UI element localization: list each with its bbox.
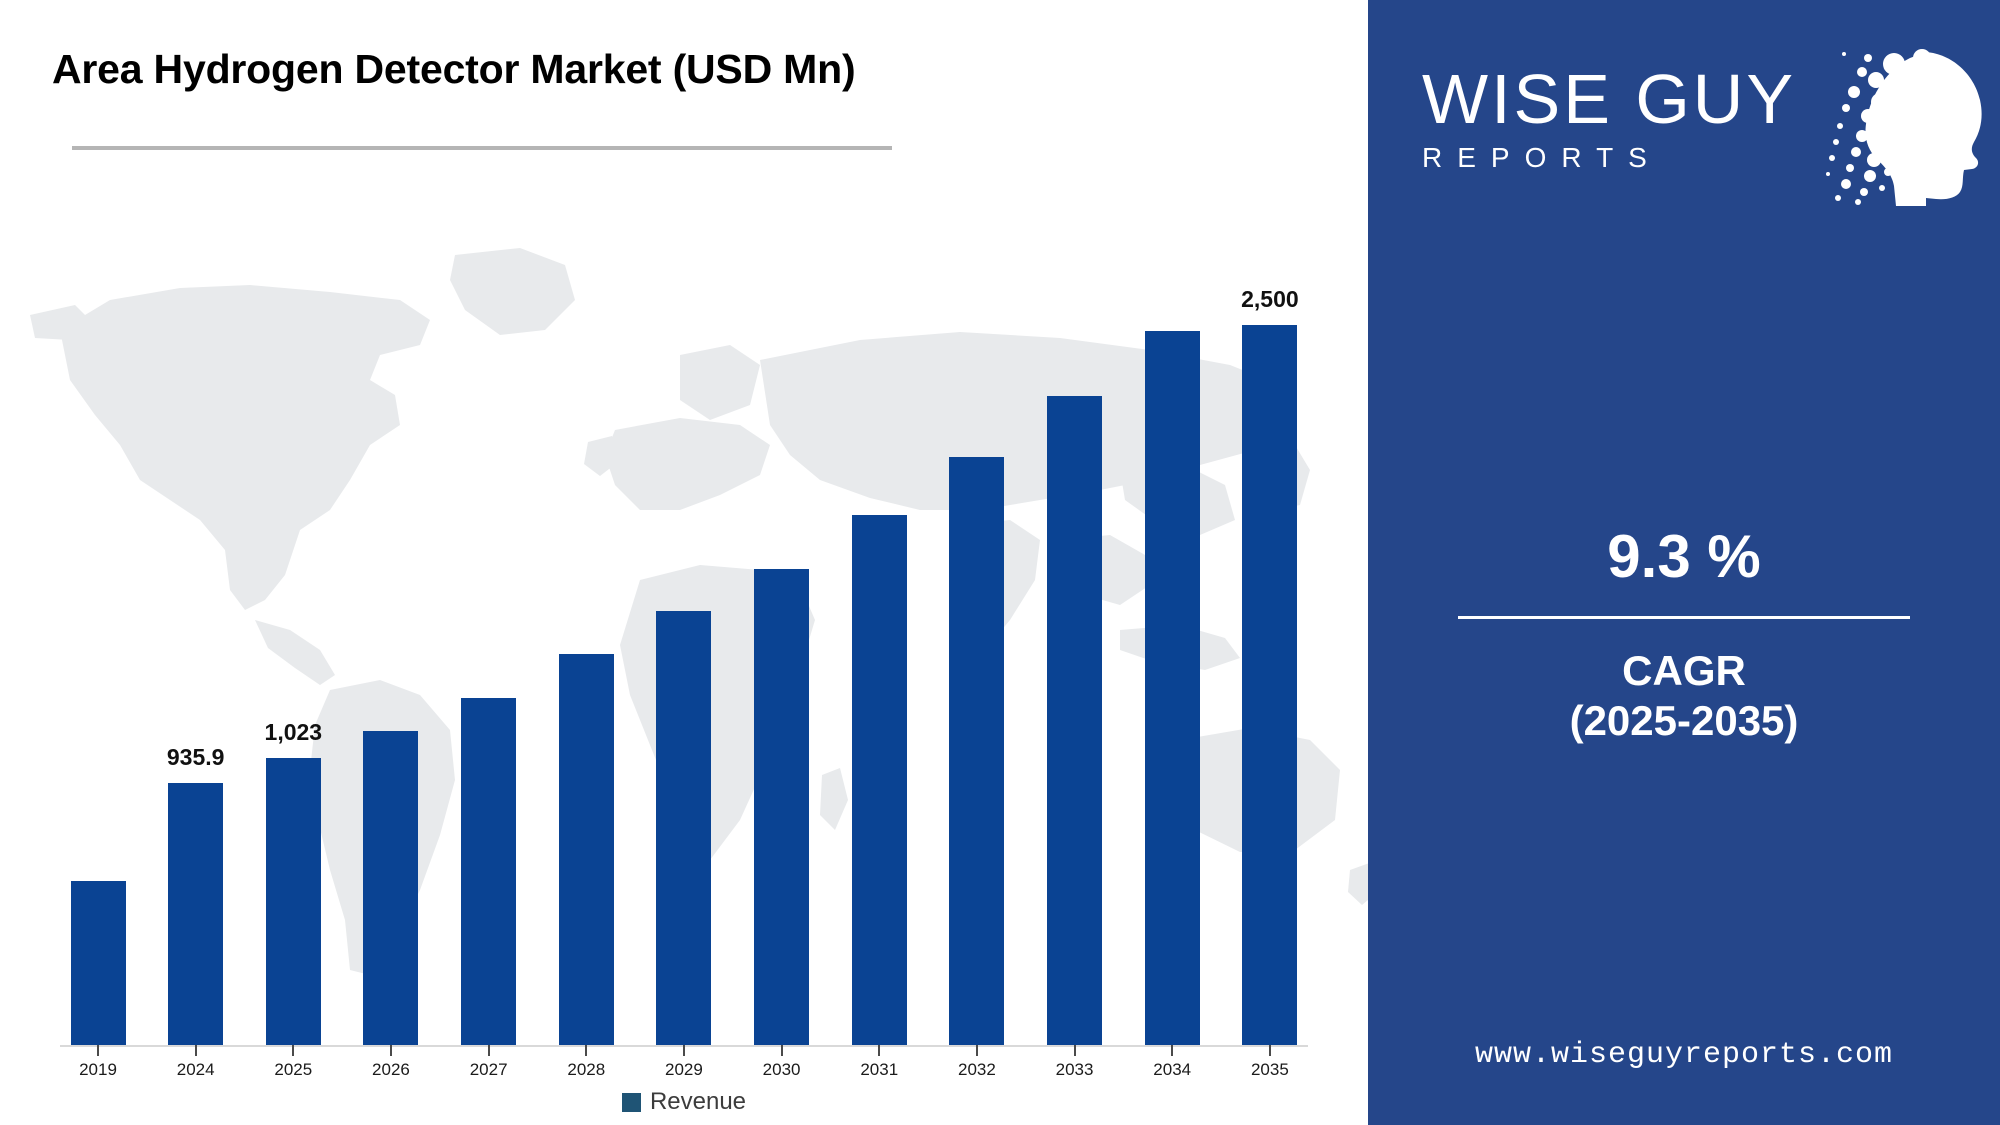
bar-column bbox=[353, 200, 429, 1045]
cagr-divider bbox=[1458, 616, 1910, 619]
cagr-value: 9.3 % bbox=[1607, 523, 1761, 590]
x-axis-label: 2031 bbox=[860, 1060, 899, 1079]
axis-tick bbox=[878, 1045, 881, 1056]
x-axis-label: 2028 bbox=[567, 1060, 606, 1079]
x-axis-label: 2033 bbox=[1055, 1060, 1094, 1079]
bar bbox=[754, 569, 810, 1045]
chart-legend: Revenue bbox=[0, 1088, 1368, 1116]
bar-column bbox=[841, 200, 917, 1045]
bar bbox=[70, 881, 126, 1045]
axis-tick bbox=[1268, 1045, 1271, 1056]
bar-column bbox=[60, 200, 136, 1045]
bar-value-label: 2,500 bbox=[1241, 286, 1299, 312]
bar-column: 2,500 bbox=[1232, 200, 1308, 1045]
bar bbox=[949, 457, 1005, 1045]
bar bbox=[265, 758, 321, 1045]
bar bbox=[851, 515, 907, 1045]
bar-column: 935.9 bbox=[158, 200, 234, 1045]
website-url: www.wiseguyreports.com bbox=[1474, 1038, 1894, 1072]
axis-tick bbox=[97, 1045, 99, 1056]
axis-tick bbox=[780, 1045, 783, 1056]
logo-primary-text: WISE GUY bbox=[1422, 60, 1797, 138]
page-title: Area Hydrogen Detector Market (USD Mn) bbox=[52, 46, 856, 92]
x-axis-label: 2026 bbox=[372, 1060, 410, 1079]
bar-column bbox=[548, 200, 624, 1045]
bar-column: 1,023 bbox=[255, 200, 331, 1045]
logo-secondary-text: REPORTS bbox=[1422, 142, 1662, 173]
bar bbox=[461, 698, 517, 1045]
head-profile-icon bbox=[1776, 46, 1996, 206]
bar-column bbox=[1037, 200, 1113, 1045]
x-axis-ticks bbox=[60, 1045, 1308, 1057]
x-axis-label: 2035 bbox=[1250, 1060, 1289, 1079]
axis-tick bbox=[1171, 1045, 1174, 1056]
x-axis-label: 2024 bbox=[176, 1060, 215, 1079]
bar bbox=[1144, 331, 1200, 1045]
axis-tick bbox=[389, 1045, 392, 1056]
bar-value-label: 1,023 bbox=[264, 719, 323, 745]
cagr-label: CAGR (2025-2035) bbox=[1368, 646, 2000, 745]
bar-column bbox=[646, 200, 722, 1045]
axis-tick bbox=[975, 1045, 978, 1056]
wiseguy-logo: WISE GUY REPORTS bbox=[1368, 46, 2000, 206]
bar-column bbox=[744, 200, 820, 1045]
bar-column bbox=[451, 200, 527, 1045]
bar bbox=[1242, 325, 1298, 1045]
bar bbox=[558, 654, 614, 1045]
title-divider bbox=[72, 146, 892, 150]
axis-tick bbox=[194, 1045, 197, 1056]
cagr-label-line1: CAGR bbox=[1622, 647, 1746, 694]
bar bbox=[1047, 396, 1103, 1045]
bar-value-label: 935.9 bbox=[166, 744, 225, 770]
x-axis-label: 2032 bbox=[957, 1060, 996, 1079]
x-axis-label: 2030 bbox=[762, 1060, 801, 1079]
bar bbox=[656, 611, 712, 1045]
legend-label: Revenue bbox=[649, 1088, 747, 1115]
bar bbox=[168, 783, 224, 1045]
x-axis-label: 2019 bbox=[79, 1060, 117, 1079]
axis-tick bbox=[585, 1045, 588, 1056]
logo-text: WISE GUY REPORTS bbox=[1422, 64, 1842, 172]
bar-series: 935.9 1,023 bbox=[60, 200, 1308, 1045]
legend-swatch-icon bbox=[621, 1092, 641, 1112]
axis-tick bbox=[487, 1045, 490, 1056]
bar-column bbox=[1134, 200, 1210, 1045]
x-axis-label: 2025 bbox=[274, 1060, 313, 1079]
x-axis-label: 2027 bbox=[469, 1060, 508, 1079]
x-axis-label: 2034 bbox=[1153, 1060, 1192, 1079]
bar bbox=[363, 731, 419, 1045]
plot-area: 935.9 1,023 bbox=[60, 200, 1308, 1045]
brand-panel: WISE GUY REPORTS bbox=[1368, 0, 2000, 1125]
axis-tick bbox=[1073, 1045, 1076, 1056]
chart-panel: Area Hydrogen Detector Market (USD Mn) bbox=[0, 46, 1368, 1116]
x-axis-label: 2029 bbox=[665, 1060, 703, 1079]
axis-tick bbox=[292, 1045, 295, 1056]
bar-column bbox=[939, 200, 1015, 1045]
cagr-label-line2: (2025-2035) bbox=[1569, 696, 1799, 744]
axis-tick bbox=[682, 1045, 685, 1056]
x-axis-labels: 2019 2024 2025 2026 2027 2028 2029 2030 … bbox=[60, 1060, 1308, 1080]
